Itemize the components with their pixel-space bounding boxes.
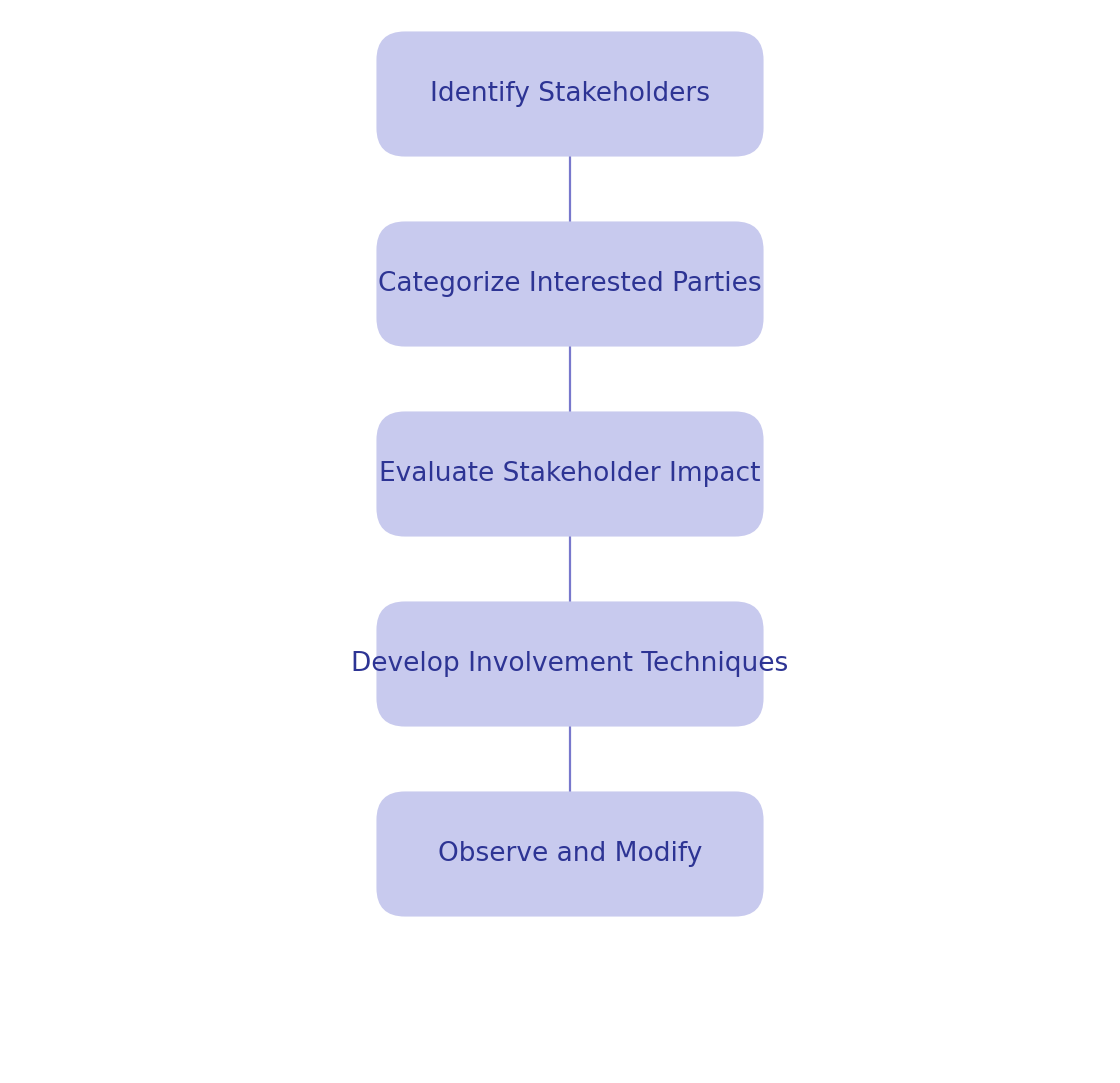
Text: Observe and Modify: Observe and Modify [438, 841, 702, 867]
FancyBboxPatch shape [376, 31, 764, 157]
Text: Evaluate Stakeholder Impact: Evaluate Stakeholder Impact [380, 461, 760, 487]
FancyBboxPatch shape [376, 792, 764, 916]
Text: Identify Stakeholders: Identify Stakeholders [430, 81, 710, 107]
Text: Categorize Interested Parties: Categorize Interested Parties [379, 271, 762, 297]
FancyBboxPatch shape [376, 221, 764, 347]
FancyBboxPatch shape [376, 412, 764, 536]
FancyBboxPatch shape [376, 601, 764, 727]
Text: Develop Involvement Techniques: Develop Involvement Techniques [352, 651, 788, 677]
